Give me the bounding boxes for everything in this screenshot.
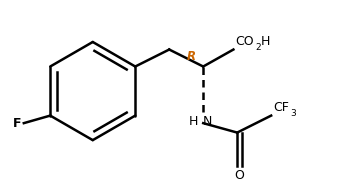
Text: O: O — [234, 169, 244, 182]
Text: H: H — [261, 35, 270, 48]
Text: N: N — [202, 115, 211, 128]
Text: CF: CF — [273, 101, 289, 114]
Text: R: R — [187, 50, 196, 63]
Text: F: F — [12, 117, 21, 130]
Text: 2: 2 — [255, 43, 261, 52]
Text: CO: CO — [235, 35, 254, 48]
Text: 3: 3 — [290, 109, 296, 118]
Text: H: H — [189, 115, 198, 128]
